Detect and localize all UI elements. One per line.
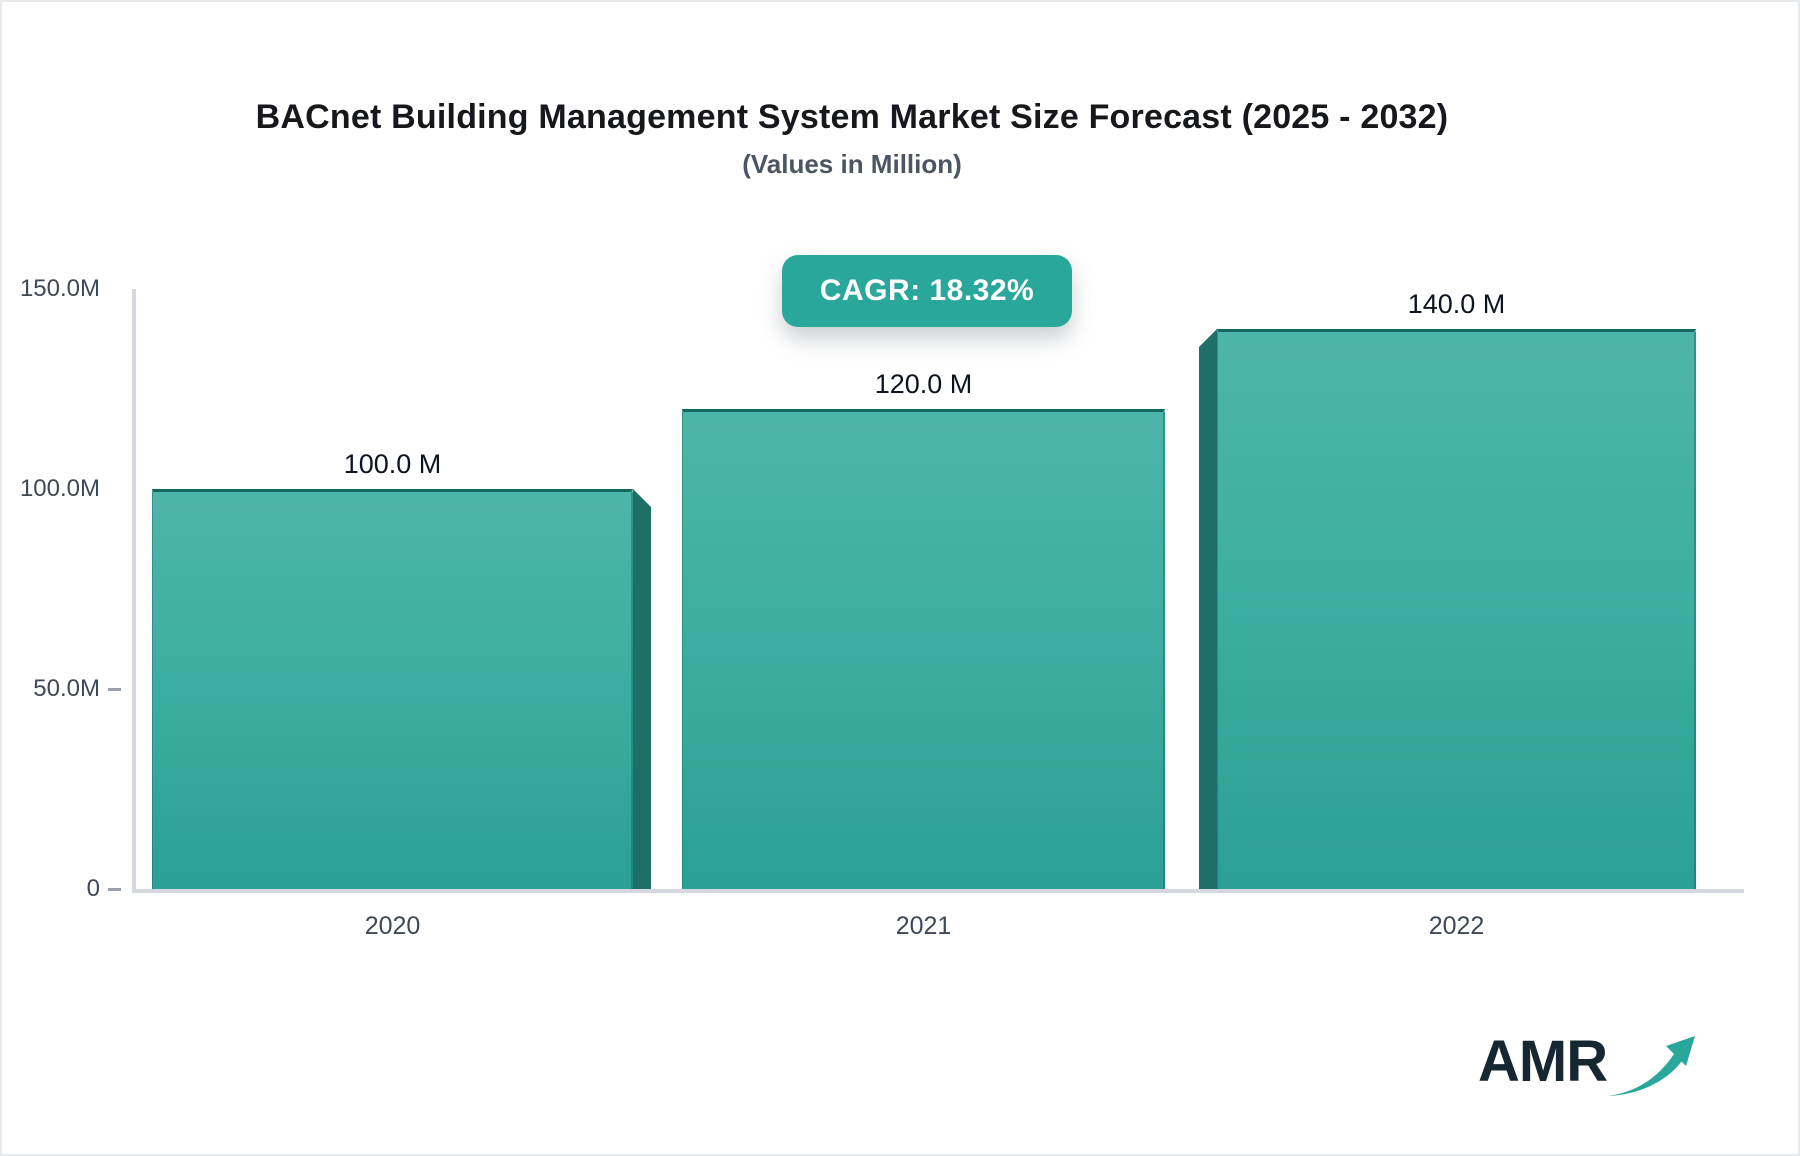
chart-subtitle: (Values in Million) xyxy=(742,149,962,179)
y-tick-label-100.0M: 100.0M xyxy=(19,475,100,502)
amr-logo-text: AMR xyxy=(1478,1029,1608,1094)
y-tick-label-150.0M: 150.0M xyxy=(19,275,100,302)
growth-arrow-icon xyxy=(1608,1036,1695,1096)
bar-3d-edge-2020 xyxy=(633,489,651,889)
bar-2020 xyxy=(152,489,633,889)
y-tick-mark xyxy=(108,888,121,891)
bar-2021 xyxy=(682,409,1165,889)
chart-header: BACnet Building Management System Market… xyxy=(2,2,1702,180)
bar-3d-edge-2022 xyxy=(1199,329,1217,889)
x-axis-line xyxy=(132,889,1744,893)
bar-2022 xyxy=(1217,329,1696,889)
y-tick-label-50.0M: 50.0M xyxy=(33,675,100,702)
x-tick-label-2022: 2022 xyxy=(1428,912,1485,940)
x-tick-label-2021: 2021 xyxy=(895,912,952,940)
chart-title: BACnet Building Management System Market… xyxy=(255,98,1449,136)
x-tick-label-2020: 2020 xyxy=(364,912,421,940)
amr-logo: AMR xyxy=(1478,1024,1698,1104)
bar-value-label-2021: 120.0 M xyxy=(874,369,973,399)
bar-value-label-2020: 100.0 M xyxy=(343,449,442,479)
cagr-badge-label: CAGR: 18.32% xyxy=(819,274,1035,307)
plot-area: 150.0M 100.0M 50.0M 0 100.0 M 2020 120.0 M 2021… xyxy=(20,275,1744,940)
y-tick-label-0: 0 xyxy=(86,875,100,902)
cagr-badge: CAGR: 18.32% xyxy=(782,255,1072,327)
y-tick-mark xyxy=(108,688,121,691)
bar-value-label-2022: 140.0 M xyxy=(1407,289,1506,319)
y-axis-line xyxy=(132,289,136,893)
